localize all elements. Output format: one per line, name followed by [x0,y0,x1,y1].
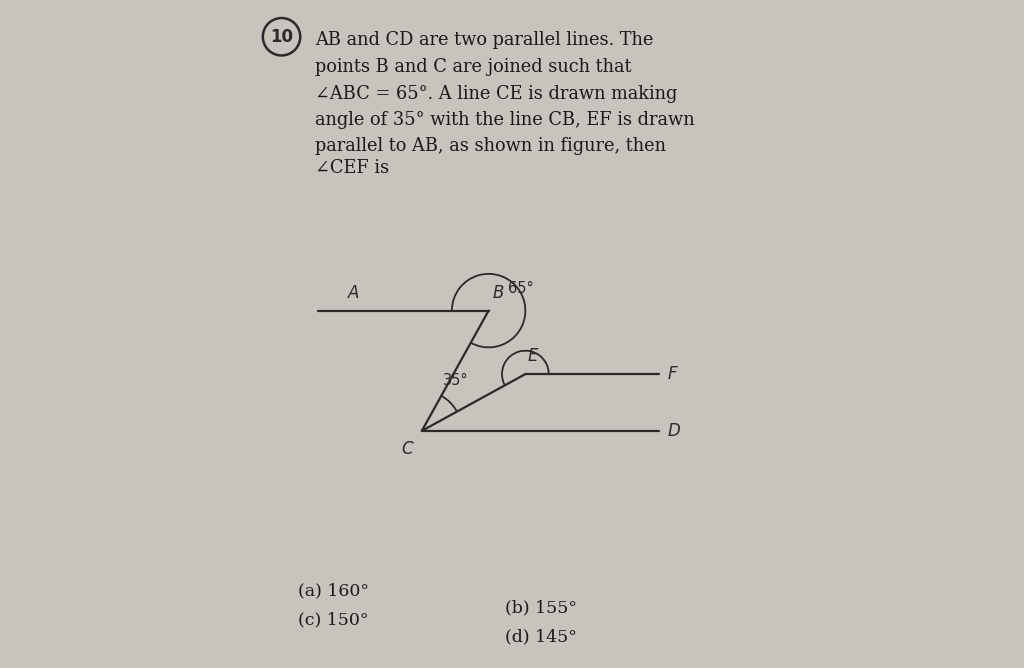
Text: ∠CEF is: ∠CEF is [315,160,389,177]
Text: 10: 10 [270,28,293,45]
Text: AB and CD are two parallel lines. The: AB and CD are two parallel lines. The [315,31,653,49]
Text: E: E [528,347,539,365]
Text: points B and C are joined such that: points B and C are joined such that [315,58,632,75]
Text: A: A [348,284,359,302]
Text: 35°: 35° [442,373,468,388]
Text: C: C [401,440,413,458]
Text: (d) 145°: (d) 145° [505,628,578,645]
Text: (c) 150°: (c) 150° [298,611,369,629]
Text: (b) 155°: (b) 155° [505,599,578,617]
Text: angle of 35° with the line CB, EF is drawn: angle of 35° with the line CB, EF is dra… [315,112,694,129]
Text: B: B [493,284,505,302]
Text: F: F [668,365,677,383]
Text: ∠ABC = 65°. A line CE is drawn making: ∠ABC = 65°. A line CE is drawn making [315,85,677,102]
Text: (a) 160°: (a) 160° [298,582,370,600]
Text: 65°: 65° [508,281,534,296]
Text: D: D [668,422,680,440]
Text: parallel to AB, as shown in figure, then: parallel to AB, as shown in figure, then [315,137,666,154]
